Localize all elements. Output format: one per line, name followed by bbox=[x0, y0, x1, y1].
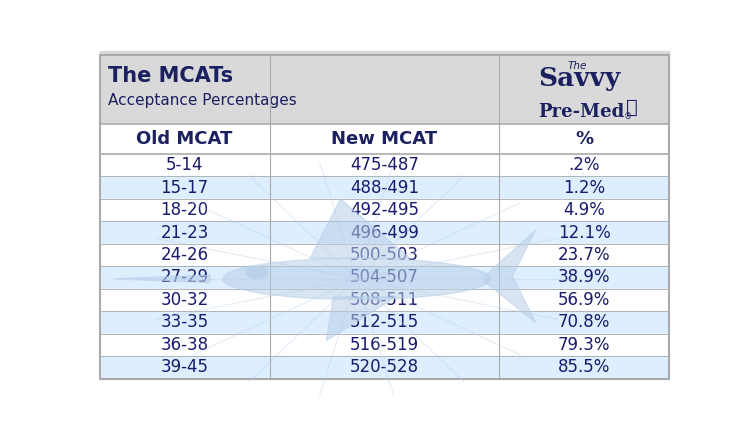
Text: 24-26: 24-26 bbox=[160, 246, 209, 264]
Text: 70.8%: 70.8% bbox=[558, 313, 610, 331]
Text: 496-499: 496-499 bbox=[350, 224, 418, 242]
Text: 38.9%: 38.9% bbox=[558, 269, 610, 287]
Text: 516-519: 516-519 bbox=[350, 336, 419, 354]
Text: New MCAT: New MCAT bbox=[332, 130, 437, 148]
Bar bbox=[100, 244, 669, 266]
Text: 27-29: 27-29 bbox=[160, 269, 209, 287]
Text: 33-35: 33-35 bbox=[160, 313, 209, 331]
Text: 79.3%: 79.3% bbox=[558, 336, 610, 354]
Text: 512-515: 512-515 bbox=[350, 313, 419, 331]
Bar bbox=[100, 176, 669, 199]
Bar bbox=[100, 221, 669, 244]
Text: 508-511: 508-511 bbox=[350, 291, 419, 309]
Text: 18-20: 18-20 bbox=[160, 201, 209, 219]
Polygon shape bbox=[484, 230, 536, 323]
Text: 1.2%: 1.2% bbox=[563, 178, 605, 196]
Text: 39-45: 39-45 bbox=[160, 358, 209, 376]
Text: Savvy: Savvy bbox=[538, 66, 621, 91]
Text: Acceptance Percentages: Acceptance Percentages bbox=[108, 93, 297, 108]
Text: The: The bbox=[568, 61, 586, 71]
Text: 500-503: 500-503 bbox=[350, 246, 418, 264]
Bar bbox=[100, 334, 669, 356]
Text: ®: ® bbox=[624, 112, 632, 121]
Bar bbox=[100, 124, 669, 154]
Text: 488-491: 488-491 bbox=[350, 178, 418, 196]
Text: 4.9%: 4.9% bbox=[563, 201, 605, 219]
Text: .2%: .2% bbox=[568, 156, 600, 174]
Text: 36-38: 36-38 bbox=[160, 336, 209, 354]
Text: 475-487: 475-487 bbox=[350, 156, 418, 174]
Bar bbox=[100, 266, 669, 289]
Text: ℓ: ℓ bbox=[626, 100, 638, 118]
Text: 5-14: 5-14 bbox=[166, 156, 203, 174]
Text: 504-507: 504-507 bbox=[350, 269, 418, 287]
Bar bbox=[100, 289, 669, 311]
Bar bbox=[100, 356, 669, 378]
Text: 520-528: 520-528 bbox=[350, 358, 419, 376]
Text: 56.9%: 56.9% bbox=[558, 291, 610, 309]
Bar bbox=[100, 311, 669, 334]
Text: %: % bbox=[575, 130, 593, 148]
Ellipse shape bbox=[223, 258, 491, 299]
Text: Old MCAT: Old MCAT bbox=[136, 130, 232, 148]
Text: The MCATs: The MCATs bbox=[108, 66, 233, 86]
Text: 23.7%: 23.7% bbox=[558, 246, 610, 264]
Bar bbox=[100, 154, 669, 176]
Polygon shape bbox=[326, 297, 396, 341]
Circle shape bbox=[246, 266, 267, 278]
Text: 21-23: 21-23 bbox=[160, 224, 209, 242]
Text: Pre-Med: Pre-Med bbox=[538, 103, 625, 121]
Polygon shape bbox=[310, 199, 410, 258]
Polygon shape bbox=[112, 275, 210, 283]
Text: 12.1%: 12.1% bbox=[558, 224, 610, 242]
Text: 492-495: 492-495 bbox=[350, 201, 418, 219]
Text: 85.5%: 85.5% bbox=[558, 358, 610, 376]
Text: 15-17: 15-17 bbox=[160, 178, 209, 196]
Text: 30-32: 30-32 bbox=[160, 291, 209, 309]
Bar bbox=[100, 199, 669, 221]
